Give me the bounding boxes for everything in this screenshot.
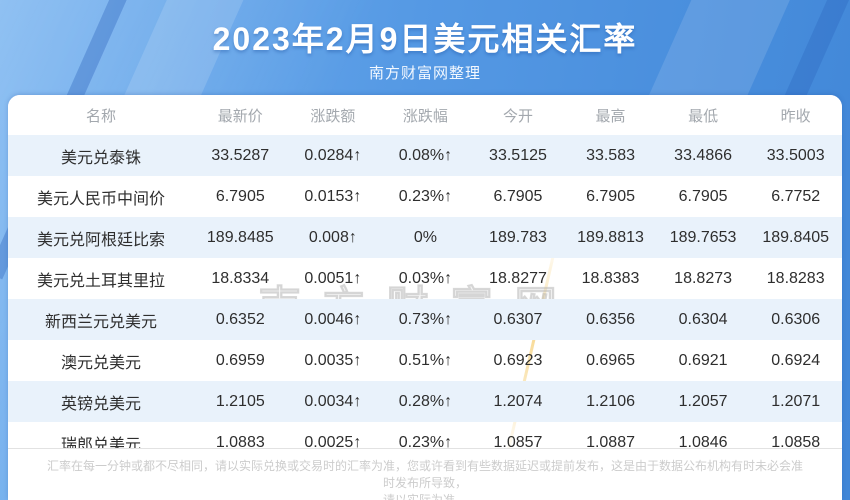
table-header-row: 名称 最新价 涨跌额 涨跌幅 今开 最高 最低 昨收	[8, 95, 842, 135]
table-row: 美元兑泰铢 33.5287 0.0284↑ 0.08%↑ 33.5125 33.583 33…	[8, 135, 842, 176]
prev-close-cell: 6.7752	[771, 187, 821, 205]
prev-close-cell: 0.6306	[749, 299, 842, 340]
open-cell: 18.8277	[489, 269, 547, 287]
low-cell: 6.7905	[678, 187, 728, 205]
disclaimer-line1: 汇率在每一分钟或都不尽相同，请以实际兑换或交易时的汇率为准，您或许看到有些数据延…	[46, 459, 803, 490]
column-header: 涨跌额	[286, 95, 380, 135]
change-percent-cell: 0.08%↑	[379, 135, 472, 176]
latest-price-cell: 18.8334	[211, 269, 270, 287]
change-amount-cell: 0.0051↑	[304, 269, 362, 287]
column-header: 昨收	[749, 95, 842, 135]
change-percent-cell: 0.23%↑	[398, 433, 453, 451]
table-row: 美元兑土耳其里拉 18.8334 0.0051↑ 0.03%↑ 18.8277 18.83…	[8, 258, 842, 299]
change-percent-cell: 0.03%↑	[398, 269, 453, 287]
table-row: 澳元兑美元 0.6959 0.0035↑ 0.51%↑ 0.6923 0.6965 0.69…	[8, 340, 842, 381]
change-percent-cell: 0.28%↑	[379, 381, 472, 422]
high-cell: 1.2106	[564, 381, 657, 422]
rates-table-body: 美元兑泰铢 33.5287 0.0284↑ 0.08%↑ 33.5125 33.583 33…	[8, 135, 842, 463]
change-amount-cell: 0.0153↑	[304, 187, 362, 205]
high-cell: 18.8383	[581, 269, 640, 287]
column-header: 最新价	[194, 95, 287, 135]
open-cell: 189.783	[471, 217, 565, 258]
pair-name-cell: 美元兑泰铢	[8, 135, 194, 176]
table-row: 美元兑阿根廷比索 189.8485 0.008↑ 0% 189.783 189.8813 1…	[8, 217, 842, 258]
low-cell: 1.2057	[656, 381, 750, 422]
low-cell: 0.6304	[656, 299, 750, 340]
change-amount-cell: 0.0046↑	[286, 299, 380, 340]
disclaimer-line2: 请以实际为准。	[382, 493, 467, 500]
column-header: 名称	[8, 95, 194, 135]
latest-price-cell: 33.5287	[194, 135, 287, 176]
prev-close-cell: 1.2071	[749, 381, 842, 422]
column-header: 最高	[564, 95, 657, 135]
high-cell: 189.8813	[564, 217, 657, 258]
change-percent-cell: 0.73%↑	[379, 299, 472, 340]
low-cell: 0.6921	[678, 351, 728, 369]
open-cell: 6.7905	[493, 187, 543, 205]
latest-price-cell: 1.0883	[215, 433, 265, 451]
prev-close-cell: 1.0858	[771, 433, 821, 451]
high-cell: 33.583	[564, 135, 657, 176]
low-cell: 189.7653	[656, 217, 750, 258]
column-header: 最低	[656, 95, 750, 135]
prev-close-cell: 18.8283	[766, 269, 825, 287]
pair-name-cell: 新西兰元兑美元	[8, 299, 194, 340]
high-cell: 0.6356	[564, 299, 657, 340]
pair-name-cell: 美元兑阿根廷比索	[8, 217, 194, 258]
change-amount-cell: 0.0025↑	[304, 433, 362, 451]
change-amount-cell: 0.0284↑	[286, 135, 380, 176]
change-percent-cell: 0.51%↑	[398, 351, 453, 369]
pair-name-cell: 英镑兑美元	[8, 381, 194, 422]
prev-close-cell: 0.6924	[771, 351, 821, 369]
table-row: 新西兰元兑美元 0.6352 0.0046↑ 0.73%↑ 0.6307 0.6356 0.…	[8, 299, 842, 340]
pair-name-cell: 美元兑土耳其里拉	[36, 272, 165, 290]
table-row: 美元人民币中间价 6.7905 0.0153↑ 0.23%↑ 6.7905 6.7905 6…	[8, 176, 842, 217]
change-percent-cell: 0%	[379, 217, 472, 258]
table-row: 英镑兑美元 1.2105 0.0034↑ 0.28%↑ 1.2074 1.2106 1.20…	[8, 381, 842, 422]
page-title: 2023年2月9日美元相关汇率	[212, 21, 638, 57]
page-subtitle: 南方财富网整理	[368, 65, 481, 82]
low-cell: 1.0846	[678, 433, 728, 451]
latest-price-cell: 0.6352	[194, 299, 287, 340]
exchange-rates-table: 名称 最新价 涨跌额 涨跌幅 今开 最高 最低 昨收 美元兑泰铢 33.5287 0.0284↑ 0…	[8, 95, 842, 463]
pair-name-cell: 美元人民币中间价	[36, 190, 165, 208]
open-cell: 33.5125	[471, 135, 565, 176]
prev-close-cell: 189.8405	[749, 217, 842, 258]
open-cell: 0.6923	[493, 351, 543, 369]
open-cell: 1.2074	[471, 381, 565, 422]
open-cell: 0.6307	[471, 299, 565, 340]
high-cell: 0.6965	[586, 351, 635, 369]
change-percent-cell: 0.23%↑	[398, 187, 453, 205]
pair-name-cell: 澳元兑美元	[60, 354, 141, 372]
disclaimer-footer: 汇率在每一分钟或都不尽相同，请以实际兑换或交易时的汇率为准，您或许看到有些数据延…	[8, 448, 842, 500]
prev-close-cell: 33.5003	[749, 135, 842, 176]
latest-price-cell: 0.6959	[215, 351, 265, 369]
high-cell: 1.0887	[586, 433, 635, 451]
high-cell: 6.7905	[586, 187, 635, 205]
change-amount-cell: 0.0035↑	[304, 351, 362, 369]
column-header: 涨跌幅	[379, 95, 472, 135]
low-cell: 18.8273	[674, 269, 733, 287]
change-amount-cell: 0.008↑	[286, 217, 380, 258]
latest-price-cell: 1.2105	[194, 381, 287, 422]
latest-price-cell: 189.8485	[194, 217, 287, 258]
change-amount-cell: 0.0034↑	[286, 381, 380, 422]
column-header: 今开	[471, 95, 565, 135]
low-cell: 33.4866	[656, 135, 750, 176]
latest-price-cell: 6.7905	[215, 187, 265, 205]
